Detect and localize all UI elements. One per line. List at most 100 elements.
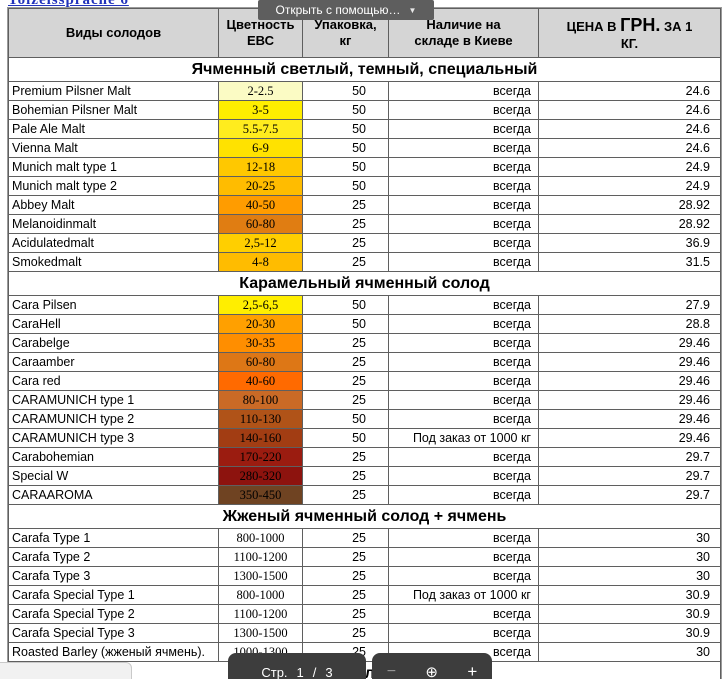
malt-name-cell: Carafa Type 3 [8,566,219,586]
package-cell: 25 [302,547,389,567]
zoom-toolbar: − ⊕ + [372,653,492,679]
package-cell: 25 [302,233,389,253]
table-row: CARAMUNICH type 2 110-130 50 всегда 29.46 [8,409,721,429]
ebc-cell: 2-2.5 [218,81,303,101]
malt-name-cell: Special W [8,466,219,486]
malt-name-cell: Carabohemian [8,447,219,467]
malt-name-cell: CARAMUNICH type 3 [8,428,219,448]
price-cell: 29.46 [538,390,721,410]
current-page-input[interactable]: 1 [296,664,304,679]
price-cell: 29.7 [538,485,721,505]
availability-cell: всегда [388,466,539,486]
total-pages: 3 [325,664,333,679]
availability-cell: всегда [388,138,539,158]
package-cell: 50 [302,100,389,120]
header-availability: Наличие на складе в Киеве [388,8,539,58]
zoom-in-icon[interactable]: + [467,662,478,679]
table-row: Carafa Type 1 800-1000 25 всегда 30 [8,528,721,548]
availability-cell: всегда [388,390,539,410]
malt-name-cell: Premium Pilsner Malt [8,81,219,101]
table-row: Carabohemian 170-220 25 всегда 29.7 [8,447,721,467]
table-row: Special W 280-320 25 всегда 29.7 [8,466,721,486]
table-row: Caraamber 60-80 25 всегда 29.46 [8,352,721,372]
malt-name-cell: Abbey Malt [8,195,219,215]
price-cell: 24.6 [538,81,721,101]
ebc-cell: 1100-1200 [218,604,303,624]
header-price-pre: ЦЕНА В [566,18,621,34]
package-cell: 50 [302,176,389,196]
price-cell: 24.6 [538,138,721,158]
price-cell: 30.9 [538,604,721,624]
malt-name-cell: Carabelge [8,333,219,353]
package-cell: 50 [302,119,389,139]
availability-cell: всегда [388,314,539,334]
table-row: Carafa Special Type 1 800-1000 25 Под заказ… [8,585,721,605]
price-cell: 28.92 [538,214,721,234]
availability-cell: всегда [388,233,539,253]
availability-cell: всегда [388,176,539,196]
table-row: Cara Pilsen 2,5-6,5 50 всегда 27.9 [8,295,721,315]
package-cell: 25 [302,585,389,605]
malt-name-cell: Carafa Special Type 3 [8,623,219,643]
availability-cell: всегда [388,352,539,372]
table-row: Cara red 40-60 25 всегда 29.46 [8,371,721,391]
package-cell: 25 [302,195,389,215]
ebc-cell: 20-25 [218,176,303,196]
zoom-out-icon[interactable]: − [386,663,397,679]
ebc-cell: 80-100 [218,390,303,410]
open-with-button[interactable]: Открыть с помощью… ▼ [258,0,434,20]
availability-cell: всегда [388,333,539,353]
malt-name-cell: Munich malt type 1 [8,157,219,177]
availability-cell: всегда [388,195,539,215]
malt-name-cell: Smokedmalt [8,252,219,272]
ebc-cell: 60-80 [218,352,303,372]
availability-cell: всегда [388,214,539,234]
malt-name-cell: Pale Ale Malt [8,119,219,139]
availability-cell: всегда [388,604,539,624]
section-title-row: Карамельный ячменный солод [8,271,721,296]
malt-name-cell: Carafa Type 1 [8,528,219,548]
table-row: CaraHell 20-30 50 всегда 28.8 [8,314,721,334]
availability-cell: всегда [388,409,539,429]
clipped-document-link[interactable]: Tolzeissprache 6 [8,0,129,8]
ebc-cell: 40-50 [218,195,303,215]
availability-cell: всегда [388,547,539,567]
malt-name-cell: CaraHell [8,314,219,334]
table-row: Acidulatedmalt 2,5-12 25 всегда 36.9 [8,233,721,253]
package-cell: 25 [302,623,389,643]
price-cell: 30 [538,566,721,586]
ebc-cell: 110-130 [218,409,303,429]
page-separator: / [312,664,317,679]
availability-cell: всегда [388,295,539,315]
ebc-cell: 800-1000 [218,585,303,605]
page-toolbar: Стр. 1 / 3 [228,653,366,679]
package-cell: 25 [302,447,389,467]
price-cell: 30.9 [538,623,721,643]
ebc-cell: 1100-1200 [218,547,303,567]
price-table: Виды солодов Цветность ЕВС Упаковка, кг … [8,8,721,679]
ebc-cell: 280-320 [218,466,303,486]
malt-name-cell: CARAAROMA [8,485,219,505]
section-title-row: Ячменный светлый, темный, специальный [8,57,721,82]
availability-cell: всегда [388,566,539,586]
price-cell: 24.6 [538,100,721,120]
availability-cell: всегда [388,528,539,548]
availability-cell: всегда [388,81,539,101]
price-cell: 29.46 [538,428,721,448]
table-row: Melanoidinmalt 60-80 25 всегда 28.92 [8,214,721,234]
availability-cell: всегда [388,623,539,643]
package-cell: 50 [302,138,389,158]
table-row: Carafa Special Type 3 1300-1500 25 всегда 30… [8,623,721,643]
package-cell: 50 [302,409,389,429]
availability-cell: всегда [388,485,539,505]
malt-name-cell: Melanoidinmalt [8,214,219,234]
table-row: Carafa Type 2 1100-1200 25 всегда 30 [8,547,721,567]
page-label: Стр. [261,664,288,679]
availability-cell: всегда [388,447,539,467]
zoom-reset-icon[interactable]: ⊕ [425,664,438,679]
ebc-cell: 2,5-12 [218,233,303,253]
package-cell: 25 [302,604,389,624]
price-cell: 29.7 [538,447,721,467]
ebc-cell: 30-35 [218,333,303,353]
